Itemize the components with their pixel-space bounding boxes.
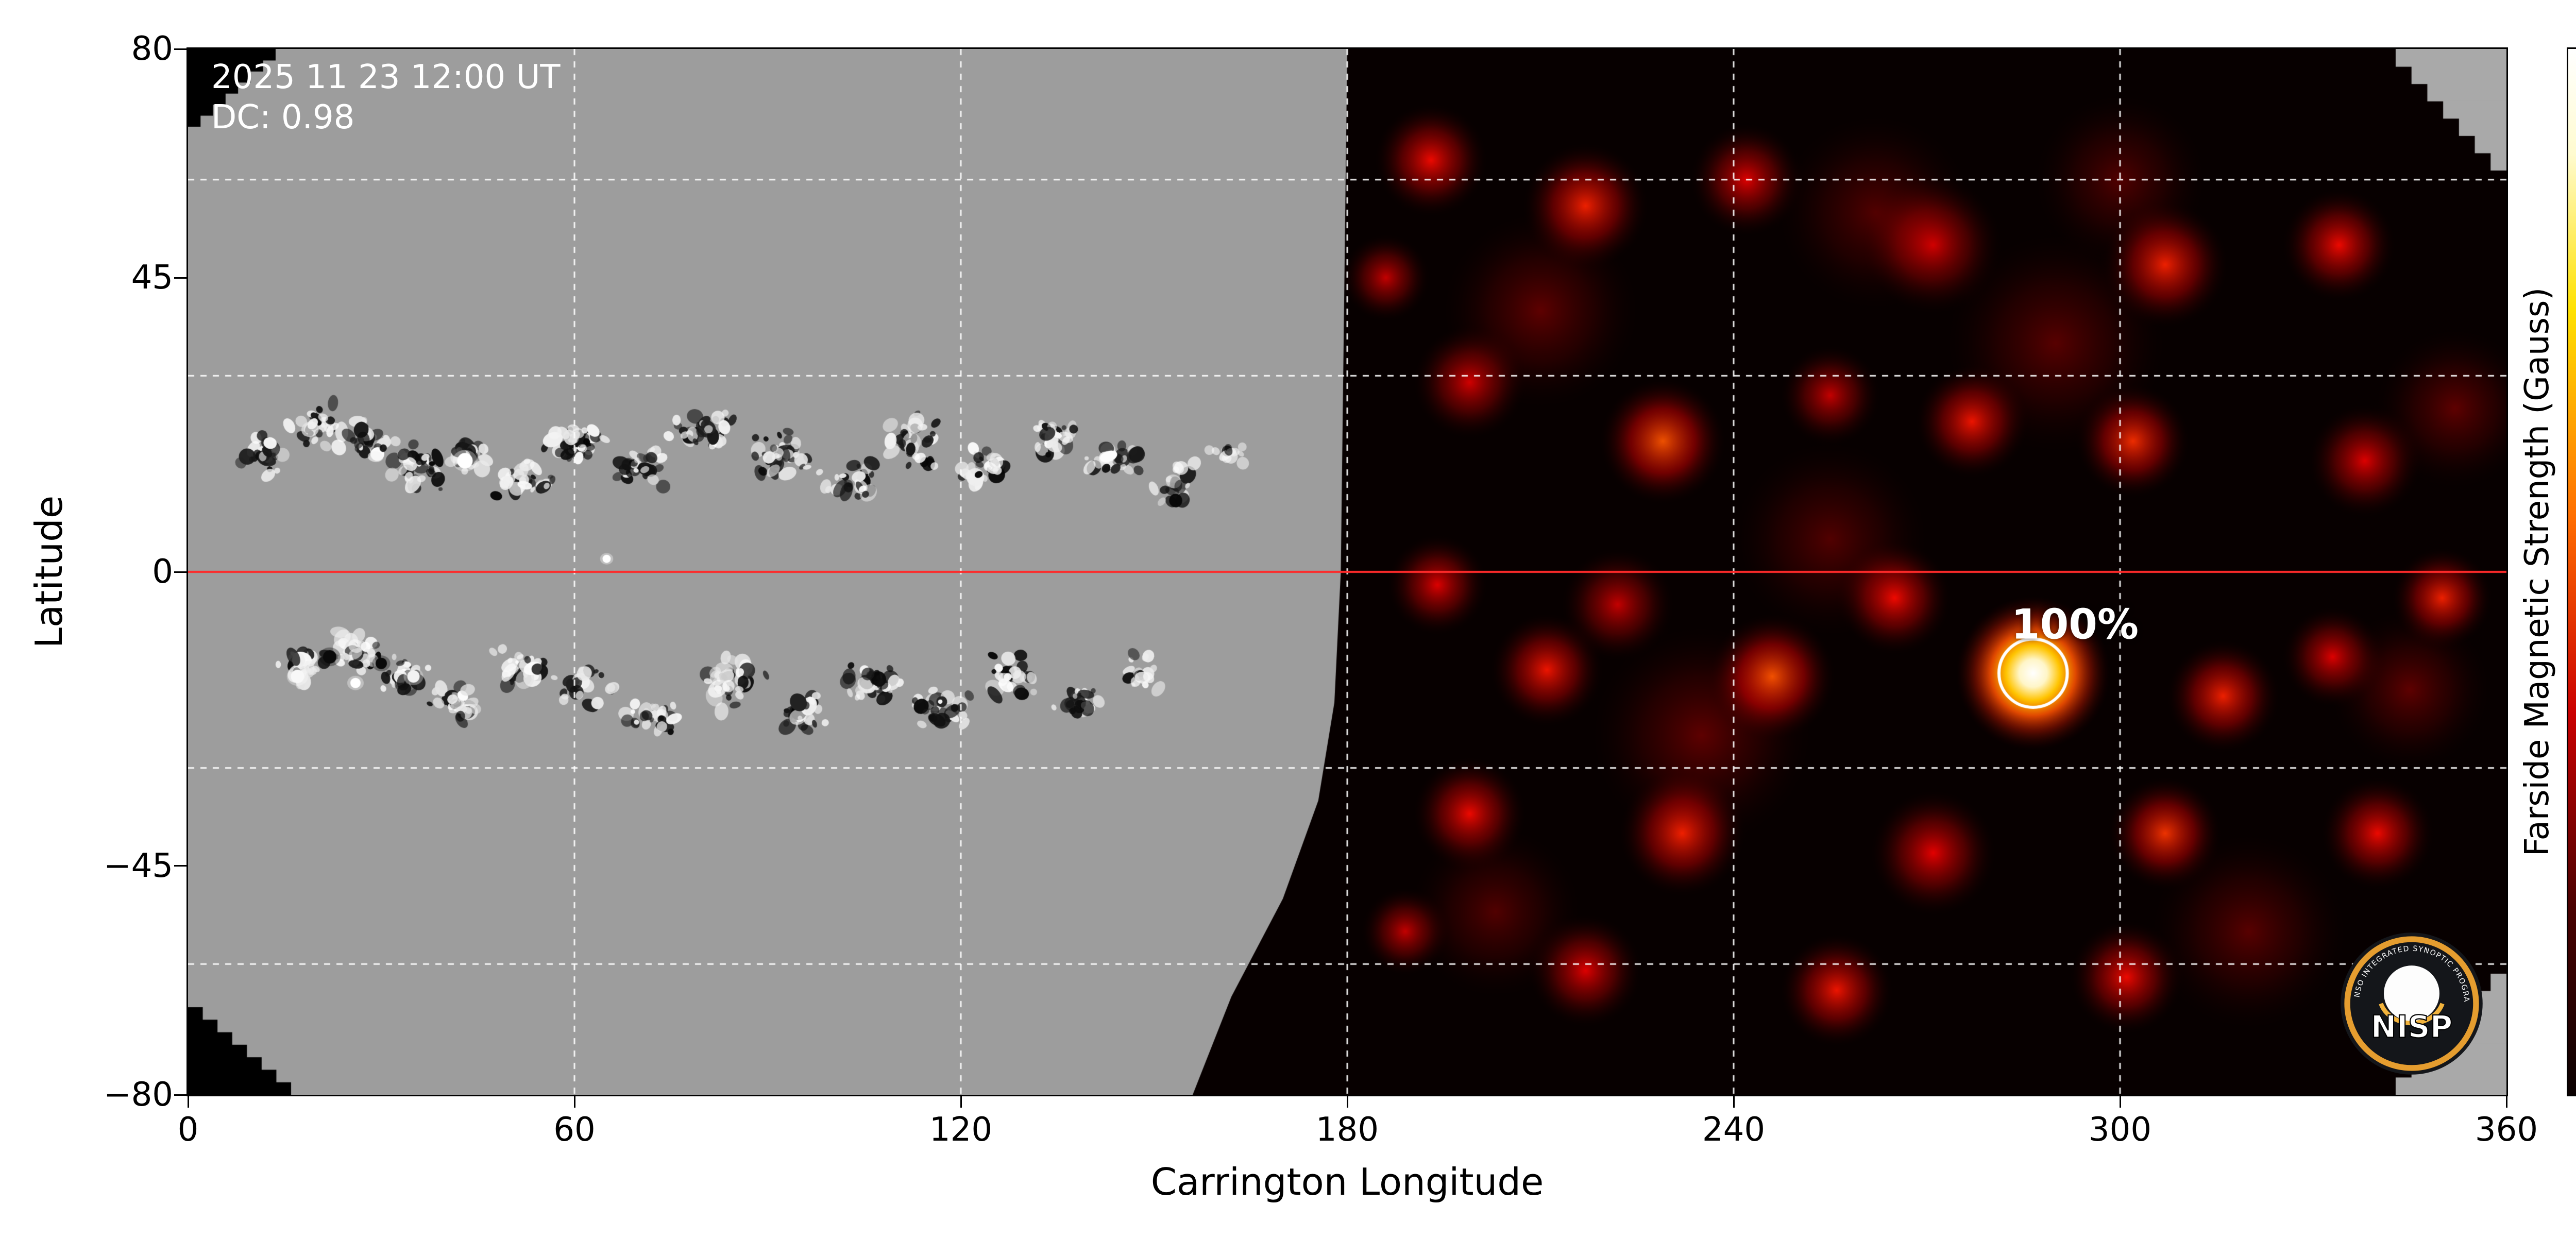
x-tick-mark [573,1096,575,1108]
magnetogram-heatmap [188,49,2506,1095]
nisp-logo-text: NISP [2371,1009,2453,1045]
y-tick-mark [174,48,187,50]
y-tick-mark [174,277,187,279]
x-tick-label: 60 [553,1111,596,1149]
x-tick-mark [960,1096,962,1108]
farside-colorbar [2567,47,2576,1096]
x-tick-mark [2119,1096,2121,1108]
y-tick-label: −45 [103,846,173,885]
nisp-logo-ring [2344,936,2479,1071]
detection-probability-label: 100% [2011,600,2139,648]
y-tick-label: 80 [131,30,173,68]
y-tick-label: 0 [152,553,173,591]
plot-area: 2025 11 23 12:00 UT DC: 0.98 100% NSO IN… [187,47,2508,1096]
x-tick-label: 0 [177,1111,199,1149]
x-tick-label: 240 [1702,1111,1766,1149]
x-tick-label: 360 [2475,1111,2538,1149]
x-tick-label: 120 [929,1111,993,1149]
x-axis-label: Carrington Longitude [1150,1160,1544,1203]
farside-colorbar-label: Farside Magnetic Strength (Gauss) [2518,287,2556,857]
timestamp-overlay: 2025 11 23 12:00 UT DC: 0.98 [211,57,561,138]
map-dc-value: DC: 0.98 [211,98,355,137]
x-tick-mark [2505,1096,2507,1108]
y-tick-mark [174,1094,187,1096]
x-tick-mark [1733,1096,1735,1108]
x-tick-mark [187,1096,189,1108]
y-tick-label: 45 [131,259,173,297]
x-tick-label: 300 [2088,1111,2152,1149]
x-tick-mark [1346,1096,1348,1108]
y-tick-mark [174,571,187,573]
nisp-logo-sun [2384,965,2439,1022]
x-tick-label: 180 [1315,1111,1379,1149]
map-datetime: 2025 11 23 12:00 UT [211,58,561,96]
y-tick-mark [174,865,187,867]
y-tick-label: −80 [103,1076,173,1114]
nisp-logo: NSO INTEGRATED SYNOPTIC PROGRAM NISP [2338,930,2483,1075]
nisp-logo-arc [2379,1003,2445,1026]
